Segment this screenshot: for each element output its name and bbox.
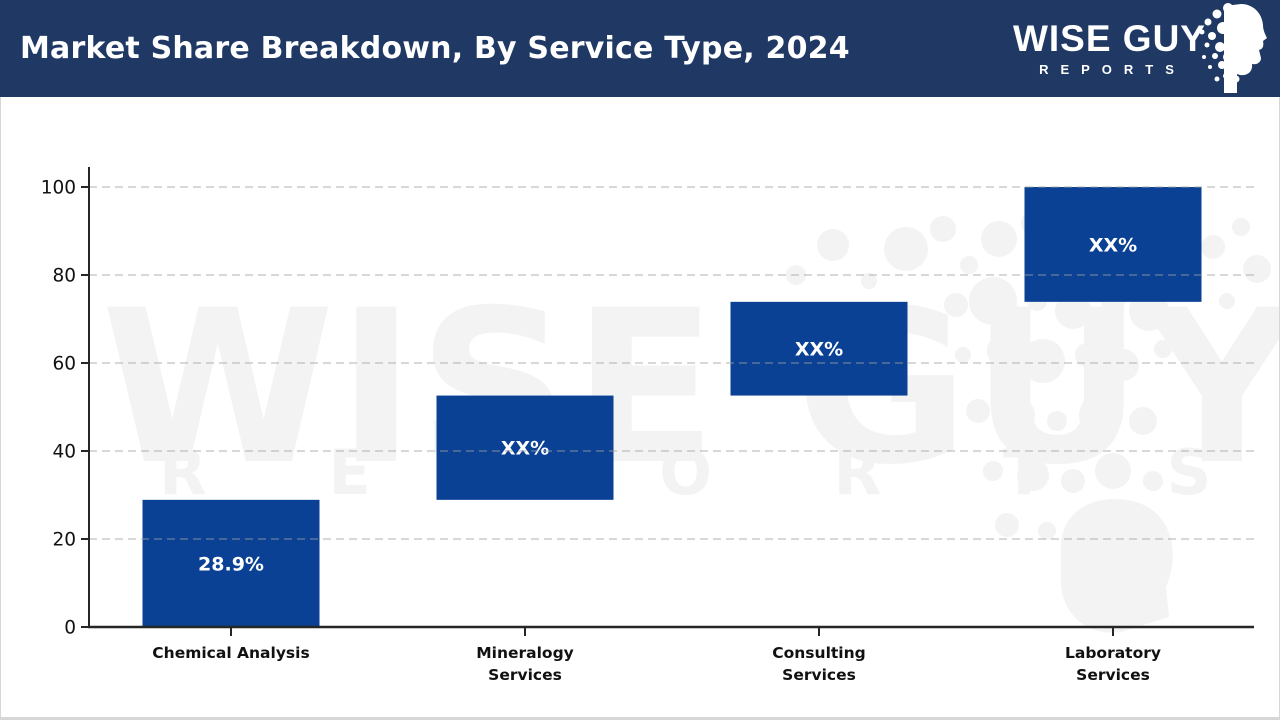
bar-value-label: XX% (795, 339, 843, 361)
watermark-dot (1017, 459, 1049, 491)
bar-segment (142, 499, 320, 627)
bar-value-label: XX% (1089, 234, 1137, 256)
watermark-dot (1107, 349, 1139, 381)
watermark-dot (987, 335, 1019, 367)
watermark-dot (1075, 343, 1099, 367)
bar-value-label: XX% (501, 438, 549, 460)
watermark-dot (969, 277, 1017, 325)
watermark-face-blob (1060, 499, 1173, 633)
watermark-dot (960, 256, 978, 274)
bar-segment (1024, 187, 1202, 302)
watermark-dot (1154, 340, 1172, 358)
y-tick-label: 100 (41, 178, 76, 199)
x-category-label: Services (1076, 666, 1150, 684)
bar-segment (730, 301, 908, 396)
watermark-dot (1047, 411, 1067, 431)
watermark-dot (1219, 293, 1235, 309)
bar-value-label: 28.9% (198, 553, 264, 575)
y-tick-label: 60 (52, 354, 76, 375)
watermark-dot (1038, 522, 1056, 540)
face-profile-dots-icon (1192, 1, 1270, 97)
watermark-dot (1095, 453, 1131, 489)
x-category-label: Consulting (772, 644, 865, 662)
logo-line2: REPORTS (1039, 62, 1186, 77)
wise-guy-logo: WISE GUY REPORTS (1013, 1, 1270, 97)
watermark-dot (817, 229, 849, 261)
logo-wordmark: WISE GUY REPORTS (1013, 20, 1206, 77)
x-category-label: Mineralogy (476, 644, 574, 662)
header-band: Market Share Breakdown, By Service Type,… (0, 0, 1280, 97)
watermark-dot (1243, 255, 1271, 283)
watermark-dot (981, 221, 1017, 257)
watermark-dot (1021, 339, 1065, 383)
watermark-dot (1079, 393, 1123, 437)
x-category-label: Services (488, 666, 562, 684)
watermark-dot (861, 273, 877, 289)
y-tick-label: 0 (64, 618, 76, 639)
watermark-dot (983, 461, 1003, 481)
x-category-label: Laboratory (1065, 644, 1161, 662)
page-title: Market Share Breakdown, By Service Type,… (20, 31, 850, 66)
bar-segment (436, 395, 614, 500)
y-tick-label: 40 (52, 442, 76, 463)
watermark-dot (995, 513, 1019, 537)
watermark-dot (930, 216, 956, 242)
x-category-label: Services (782, 666, 856, 684)
watermark-dot (999, 397, 1035, 433)
watermark-dot (1143, 471, 1163, 491)
watermark-dot (1232, 218, 1250, 236)
watermark-dot (966, 399, 990, 423)
watermark-dot (955, 347, 971, 363)
watermark-dot (1055, 293, 1091, 329)
x-category-label: Chemical Analysis (152, 644, 309, 662)
y-tick-label: 80 (52, 266, 76, 287)
watermark-dot (884, 227, 928, 271)
watermark-dot (944, 293, 968, 317)
chart-panel: WISE GUY R E P O R T S 28.9% XX% XX% XX% 0 20… (0, 97, 1280, 720)
logo-line1: WISE GUY (1012, 18, 1206, 59)
bar-chart-canvas: 28.9% XX% XX% XX% 0 20 40 60 80 100 Chemical Analy… (41, 167, 1271, 684)
watermark-dot (1129, 407, 1157, 435)
y-tick-label: 20 (52, 530, 76, 551)
watermark-dot (1061, 469, 1085, 493)
watermark-dot (1201, 235, 1225, 259)
